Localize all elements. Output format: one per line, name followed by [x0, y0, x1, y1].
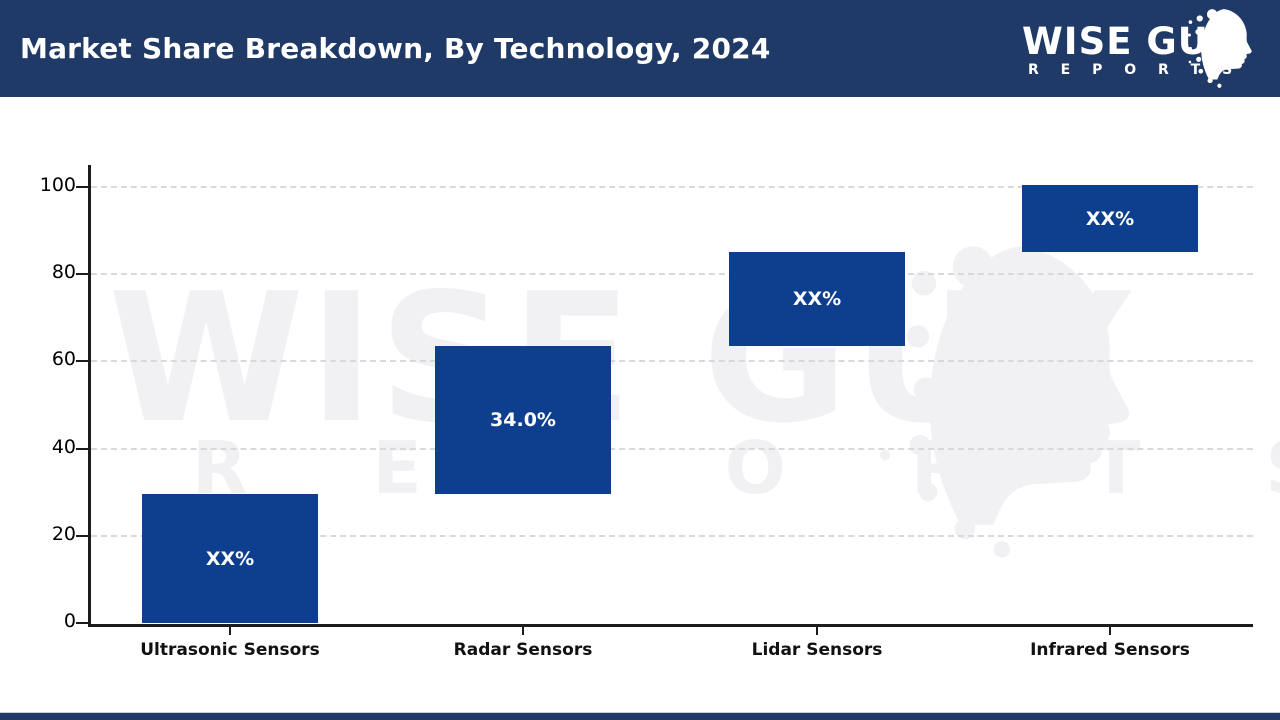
x-category-label: Ultrasonic Sensors [140, 640, 320, 660]
gridline [91, 360, 1253, 363]
bar: XX% [142, 494, 318, 623]
bar-value-label: XX% [205, 547, 255, 570]
footer-bar [0, 712, 1280, 720]
x-category-label: Radar Sensors [453, 640, 593, 660]
gridline [91, 534, 1253, 537]
page-title: Market Share Breakdown, By Technology, 2… [20, 32, 771, 65]
y-tick [76, 622, 88, 624]
logo-subtitle: R E P O R T S [1028, 62, 1241, 78]
y-tick-label: 100 [39, 174, 76, 196]
bar-value-label: XX% [1085, 207, 1135, 230]
x-category-label: Infrared Sensors [1030, 640, 1190, 660]
gridline [91, 273, 1253, 276]
x-tick [1109, 627, 1111, 635]
x-tick [522, 627, 524, 635]
gridline [91, 186, 1253, 188]
header: Market Share Breakdown, By Technology, 2… [0, 0, 1280, 97]
y-tick [76, 186, 88, 188]
bar: XX% [729, 252, 905, 347]
x-axis [88, 624, 1253, 627]
y-tick-label: 40 [51, 435, 76, 458]
y-tick-label: 20 [51, 522, 76, 545]
y-tick [76, 534, 88, 537]
y-tick [76, 273, 88, 276]
logo: WISE GUY R E P O R T S [1020, 0, 1270, 97]
y-tick [76, 447, 88, 450]
y-tick-label: 0 [63, 610, 76, 632]
bar-value-label: XX% [792, 288, 842, 311]
x-tick [229, 627, 231, 635]
x-category-label: Lidar Sensors [751, 640, 883, 660]
y-tick-label: 60 [51, 348, 76, 371]
y-tick-label: 80 [51, 261, 76, 284]
bar: 34.0% [435, 346, 611, 495]
y-axis [88, 165, 91, 627]
y-tick [76, 360, 88, 363]
logo-title: WISE GUY [1022, 20, 1237, 63]
bar-value-label: 34.0% [490, 409, 556, 432]
gridline [91, 447, 1253, 450]
x-tick [816, 627, 818, 635]
bar: XX% [1022, 184, 1198, 253]
